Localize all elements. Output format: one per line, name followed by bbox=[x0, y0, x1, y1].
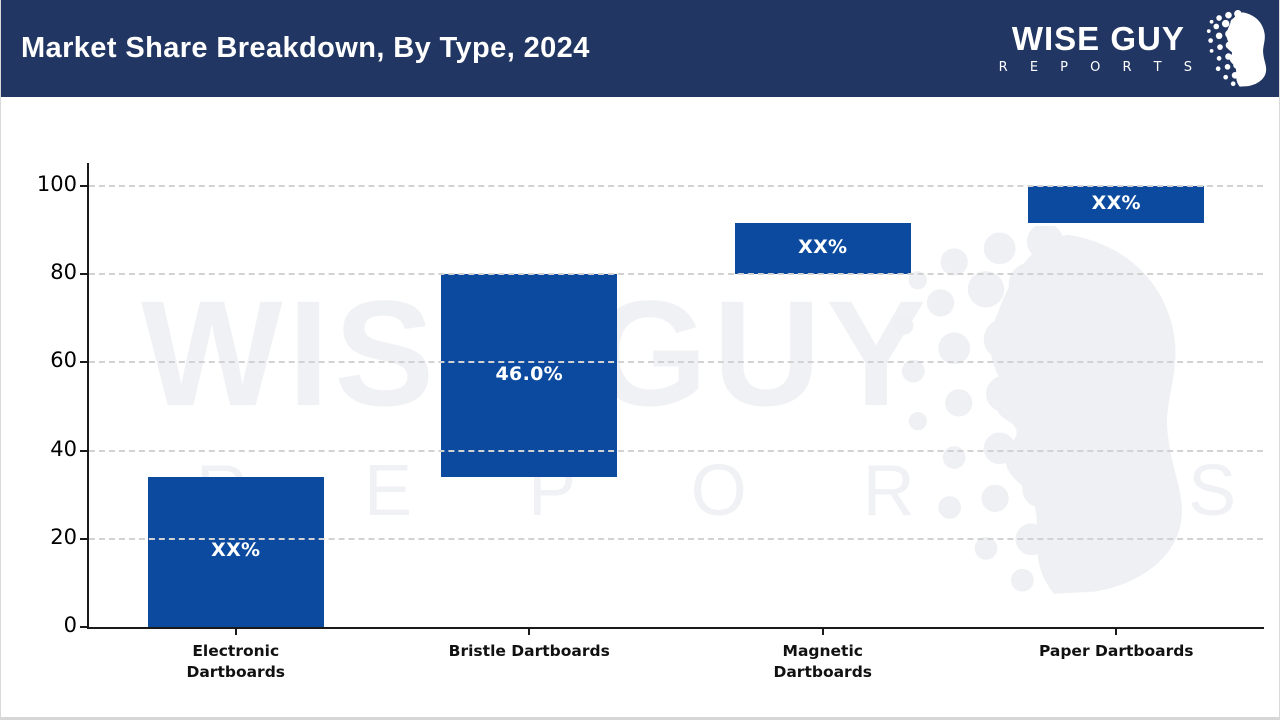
x-category-label-line: Magnetic bbox=[782, 642, 863, 660]
y-tick-mark bbox=[80, 185, 87, 187]
x-category-label-line: Dartboards bbox=[186, 663, 286, 681]
bar-value-label: 46.0% bbox=[495, 362, 563, 385]
x-category-label-electronic-dartboards: Electronic Dartboards bbox=[89, 641, 383, 683]
bar-electronic-dartboards bbox=[147, 477, 324, 627]
x-tick-mark bbox=[528, 629, 531, 635]
bar-paper-dartboards bbox=[1028, 186, 1205, 224]
bar-value-label: XX% bbox=[1091, 191, 1141, 214]
y-tick-label: 100 bbox=[36, 172, 77, 196]
page-title: Market Share Breakdown, By Type, 2024 bbox=[21, 32, 590, 64]
x-axis-spine bbox=[87, 627, 1264, 629]
y-tick-label: 20 bbox=[50, 524, 77, 549]
header-bar: Market Share Breakdown, By Type, 2024 WI… bbox=[1, 0, 1279, 97]
x-category-label-magnetic-dartboards: Magnetic Dartboards bbox=[676, 641, 970, 683]
y-axis-spine bbox=[87, 163, 89, 629]
x-tick-mark bbox=[1115, 629, 1118, 635]
gridline bbox=[89, 537, 1263, 540]
brand-logo-text: WISE GUY R E P O R T S bbox=[996, 22, 1201, 75]
y-tick-label: 40 bbox=[50, 436, 77, 461]
gridline bbox=[89, 361, 1263, 364]
gridline bbox=[89, 449, 1263, 452]
x-category-label-line: Paper Dartboards bbox=[1038, 642, 1194, 660]
gridline bbox=[89, 273, 1263, 276]
y-tick-mark bbox=[80, 273, 87, 276]
bar-magnetic-dartboards bbox=[734, 223, 911, 275]
y-tick-mark bbox=[80, 361, 87, 364]
brand-wordmark: WISE GUY bbox=[1011, 20, 1185, 57]
bar-value-label: XX% bbox=[798, 235, 848, 258]
y-tick-mark bbox=[80, 537, 87, 540]
brand-subtext: R E P O R T S bbox=[998, 60, 1201, 75]
x-category-label-line: Electronic bbox=[192, 642, 280, 660]
y-tick-label: 60 bbox=[50, 348, 77, 373]
x-category-label-paper-dartboards: Paper Dartboards bbox=[970, 641, 1264, 662]
bar-value-label: XX% bbox=[211, 539, 261, 562]
gridline bbox=[89, 185, 1263, 187]
brand-logo: WISE GUY R E P O R T S bbox=[996, 9, 1267, 88]
face-profile-logo-icon bbox=[1206, 9, 1267, 87]
y-tick-label: 80 bbox=[50, 260, 77, 285]
x-tick-mark bbox=[821, 629, 824, 635]
x-category-label-bristle-dartboards: Bristle Dartboards bbox=[383, 641, 677, 662]
bar-bristle-dartboards bbox=[441, 274, 618, 478]
x-category-label-line: Dartboards bbox=[773, 663, 873, 681]
y-tick-mark bbox=[80, 626, 87, 628]
x-tick-mark bbox=[234, 629, 237, 635]
x-category-label-line: Bristle Dartboards bbox=[448, 642, 610, 660]
y-tick-label: 0 bbox=[63, 613, 77, 637]
y-tick-mark bbox=[80, 449, 87, 452]
